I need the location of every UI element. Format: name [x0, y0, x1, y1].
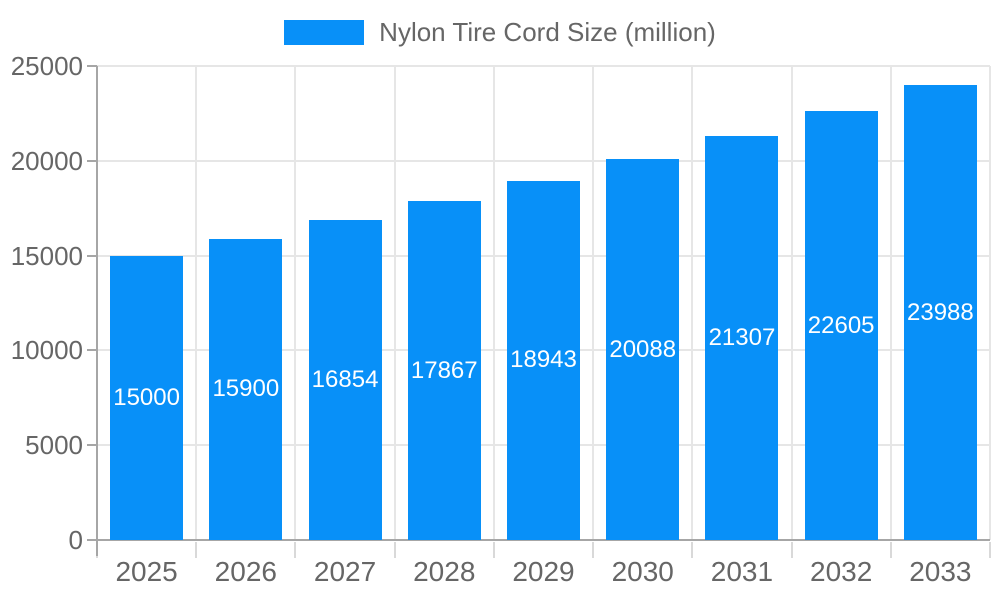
v-gridline	[889, 66, 892, 540]
legend[interactable]: Nylon Tire Cord Size (million)	[0, 17, 1000, 47]
h-gridline	[97, 65, 990, 67]
x-tick	[393, 542, 396, 558]
v-gridline	[989, 66, 991, 540]
bar-value-label: 17867	[410, 356, 478, 384]
x-tick	[790, 542, 793, 558]
y-tick	[87, 254, 97, 257]
y-tick-label: 20000	[10, 145, 83, 176]
legend-swatch-icon	[284, 19, 365, 45]
bar-value-label: 15000	[113, 383, 180, 411]
bar: 18943	[507, 180, 580, 540]
y-tick-label: 15000	[10, 240, 83, 271]
x-tick-label: 2032	[810, 556, 873, 587]
bar-value-label: 21307	[708, 324, 776, 351]
x-tick	[989, 542, 991, 558]
y-tick	[87, 349, 97, 352]
bar-value-label: 15900	[212, 375, 280, 403]
x-tick-label: 2026	[214, 556, 277, 587]
bar-value-label: 18943	[510, 346, 577, 374]
x-tick	[592, 542, 595, 558]
y-tick-label: 10000	[10, 335, 83, 366]
bar-value-label: 22605	[807, 311, 875, 339]
bar-value-label: 23988	[907, 298, 974, 326]
legend-label: Nylon Tire Cord Size (million)	[379, 16, 716, 47]
x-tick-label: 2030	[611, 556, 674, 587]
y-tick-label: 5000	[25, 430, 83, 461]
bar-value-label: 20088	[609, 335, 677, 363]
h-gridline	[97, 159, 990, 162]
v-gridline	[790, 66, 793, 540]
x-tick-label: 2025	[115, 556, 178, 587]
v-gridline	[691, 66, 694, 540]
bar: 23988	[903, 85, 977, 540]
y-tick-label: 0	[68, 525, 83, 555]
v-gridline	[393, 66, 396, 540]
y-tick	[87, 65, 97, 67]
x-axis-line	[87, 539, 990, 541]
bar: 15000	[110, 255, 184, 540]
bar: 15900	[209, 238, 283, 540]
x-tick-label: 2028	[413, 556, 476, 587]
x-tick-label: 2029	[512, 556, 575, 587]
x-tick	[691, 542, 694, 558]
x-tick	[492, 542, 495, 558]
x-tick-label: 2031	[710, 556, 774, 587]
bar: 22605	[804, 111, 878, 540]
x-tick	[195, 542, 198, 558]
bar-value-label: 16854	[311, 366, 379, 394]
v-gridline	[592, 66, 595, 540]
v-gridline	[492, 66, 495, 540]
x-tick-label: 2033	[909, 556, 972, 587]
x-tick-label: 2027	[313, 556, 377, 587]
x-tick	[294, 542, 297, 558]
bar: 17867	[407, 201, 481, 540]
y-axis-line	[96, 66, 98, 556]
bar: 21307	[705, 136, 779, 540]
y-tick	[87, 159, 97, 162]
bar: 20088	[606, 159, 680, 540]
x-tick	[889, 542, 892, 558]
bar: 16854	[308, 220, 382, 540]
y-tick-label: 25000	[10, 51, 83, 81]
v-gridline	[195, 66, 198, 540]
y-tick	[87, 444, 97, 447]
v-gridline	[294, 66, 297, 540]
